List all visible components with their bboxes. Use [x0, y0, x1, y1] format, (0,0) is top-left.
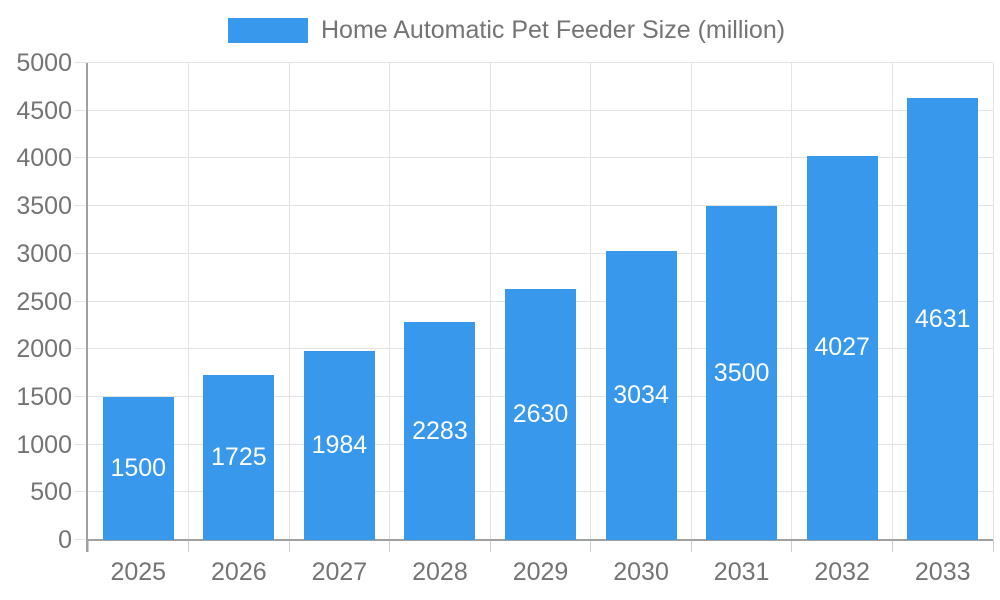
y-axis-label: 2000: [16, 335, 72, 364]
x-axis-label: 2031: [713, 558, 770, 586]
bar-2032[interactable]: 4027: [806, 155, 878, 540]
gridline-v: [188, 63, 190, 540]
bar-2031[interactable]: 3500: [706, 206, 778, 540]
y-axis-label: 3500: [16, 192, 72, 221]
legend-label: Home Automatic Pet Feeder Size (million): [321, 16, 786, 44]
x-tick: [87, 540, 89, 552]
x-axis-label: 2030: [613, 558, 669, 586]
x-tick: [389, 540, 391, 552]
y-axis-label: 1500: [16, 382, 72, 411]
gridline-h: [74, 205, 993, 207]
gridline-h: [74, 252, 993, 254]
gridline-v: [389, 63, 391, 540]
bar-2029[interactable]: 2630: [505, 289, 576, 540]
bar-value-label: 2283: [412, 416, 468, 445]
legend-swatch: [228, 18, 308, 43]
x-axis-label: 2029: [512, 558, 569, 586]
x-axis-label: 2033: [914, 558, 971, 586]
gridline-h: [74, 157, 993, 159]
y-tick: [74, 539, 87, 540]
x-axis-label: 2028: [412, 558, 468, 586]
x-tick: [690, 540, 692, 552]
x-axis-label: 2027: [311, 558, 368, 586]
x-axis-label: 2032: [814, 558, 870, 586]
y-axis-label: 4000: [16, 144, 72, 173]
gridline-v: [992, 63, 994, 540]
x-tick: [590, 540, 592, 552]
gridline-h: [74, 62, 993, 63]
x-tick: [489, 540, 491, 552]
x-axis-label: 2026: [211, 558, 267, 586]
gridline-v: [690, 63, 692, 540]
bar-value-label: 2630: [512, 400, 569, 429]
x-tick: [891, 540, 893, 552]
y-axis-label: 500: [30, 478, 72, 507]
x-tick: [288, 540, 290, 552]
bar-value-label: 1984: [311, 430, 368, 459]
bar-value-label: 4027: [814, 333, 870, 362]
bar-2025[interactable]: 1500: [102, 396, 174, 540]
y-axis-label: 2500: [16, 287, 72, 316]
bar-value-label: 1725: [211, 443, 267, 472]
gridline-v: [891, 63, 893, 540]
gridline-h: [74, 109, 993, 111]
bar-2028[interactable]: 2283: [404, 322, 476, 540]
y-axis-label: 3000: [16, 239, 72, 268]
bar-value-label: 1500: [110, 453, 167, 482]
gridline-v: [489, 63, 491, 540]
bar-value-label: 3034: [613, 380, 669, 409]
x-axis-line: [86, 539, 993, 541]
y-axis-label: 4500: [16, 96, 72, 125]
legend-item[interactable]: Home Automatic Pet Feeder Size (million): [228, 17, 785, 44]
bar-2030[interactable]: 3034: [605, 250, 677, 540]
x-tick: [992, 540, 994, 552]
gridline-v: [288, 63, 290, 540]
x-tick: [791, 540, 793, 552]
gridline-v: [590, 63, 592, 540]
bar-value-label: 4631: [914, 304, 971, 333]
x-tick: [188, 540, 190, 552]
y-axis-label: 5000: [16, 49, 72, 77]
x-axis-label: 2025: [110, 558, 167, 586]
bar-value-label: 3500: [713, 358, 770, 387]
bar-2027[interactable]: 1984: [303, 350, 375, 540]
y-axis-label: 0: [58, 526, 72, 554]
y-axis-line: [86, 63, 88, 552]
y-axis-label: 1000: [16, 430, 72, 459]
gridline-v: [791, 63, 793, 540]
bar-2026[interactable]: 1725: [203, 375, 275, 540]
bar-2033[interactable]: 4631: [907, 98, 979, 540]
